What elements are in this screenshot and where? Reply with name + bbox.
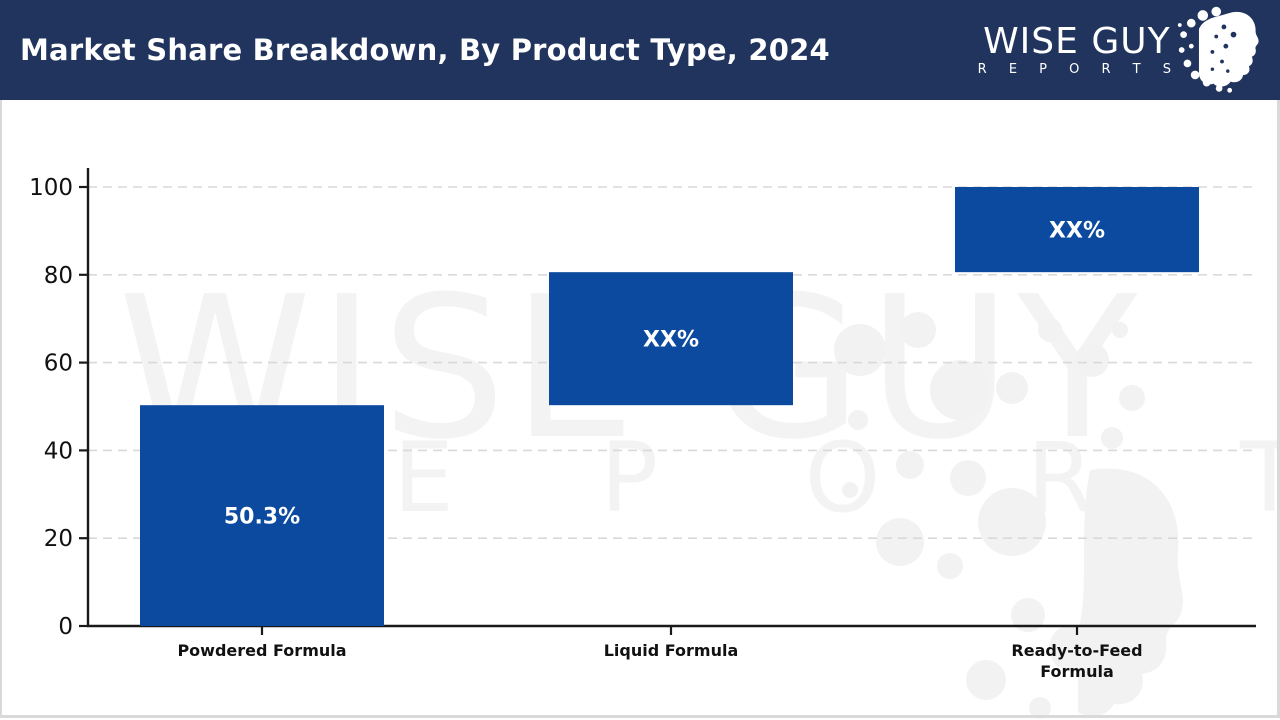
y-tick-label: 60: [44, 351, 73, 377]
x-category-label: Liquid Formula: [604, 641, 739, 660]
wiseguy-face-icon: [1177, 6, 1259, 93]
bar-value-label: XX%: [643, 328, 699, 353]
frame-right-border: [1277, 100, 1280, 718]
y-tick-label: 100: [29, 175, 73, 201]
wiseguy-logo: WISE GUY R E P O R T S: [974, 5, 1270, 95]
bar-3: [955, 187, 1199, 273]
bar-value-label: 50.3%: [224, 505, 300, 530]
y-tick-label: 0: [58, 614, 73, 640]
x-category-label: Formula: [1040, 662, 1114, 681]
header-bar: Market Share Breakdown, By Product Type,…: [0, 0, 1280, 100]
bar-1: [140, 405, 384, 626]
bar-2: [549, 272, 793, 406]
bar-value-label: XX%: [1049, 219, 1105, 244]
x-category-label: Powdered Formula: [177, 641, 346, 660]
y-tick-label: 40: [44, 438, 73, 464]
page-title: Market Share Breakdown, By Product Type,…: [20, 33, 830, 67]
y-tick-label: 80: [44, 263, 73, 289]
x-category-label: Ready-to-Feed: [1011, 641, 1142, 660]
wiseguy-logo-subtitle: R E P O R T S: [977, 62, 1180, 77]
wiseguy-logo-text: WISE GUY R E P O R T S: [974, 21, 1180, 78]
wiseguy-logo-name: WISE GUY: [983, 21, 1171, 62]
y-tick-label: 20: [44, 526, 73, 552]
frame-left-border: [0, 100, 2, 718]
frame-bottom-border: [0, 715, 1280, 718]
